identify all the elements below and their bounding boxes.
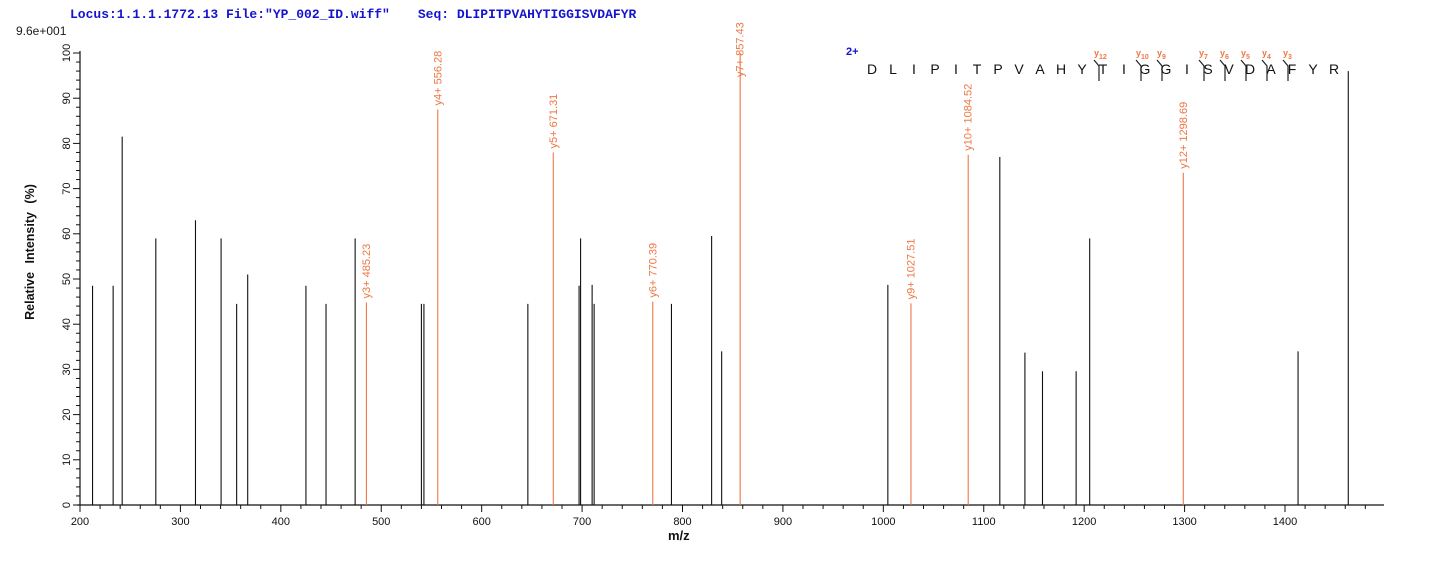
residue: F	[1287, 61, 1297, 77]
fragment-bracket-icon	[1282, 59, 1289, 81]
y-tick-label: 20	[61, 408, 73, 420]
fragment-bracket-icon	[1219, 59, 1226, 81]
x-tick-label: 600	[472, 516, 490, 528]
residue: G	[1139, 61, 1151, 77]
residue: A	[1266, 61, 1276, 77]
y-tick-label: 40	[61, 318, 73, 330]
peak-label: y4+ 556.28	[432, 51, 444, 106]
y-tick-label: 50	[61, 273, 73, 285]
residue: I	[954, 61, 958, 77]
residue: P	[993, 61, 1003, 77]
residue: H	[1055, 61, 1067, 77]
peak-label: y7+ 857.43	[735, 22, 747, 77]
fragment-ion-label: y6	[1220, 48, 1229, 61]
peak-label: y6+ 770.39	[647, 243, 659, 298]
x-tick-label: 1400	[1273, 516, 1297, 528]
fragment-ion-label: y3	[1283, 48, 1292, 61]
x-axis-title: m/z	[668, 528, 690, 543]
x-tick-label: 1100	[972, 516, 996, 528]
y-tick-label: 60	[61, 228, 73, 240]
x-tick-label: 1200	[1072, 516, 1096, 528]
y-tick-label: 30	[61, 363, 73, 375]
residue: I	[1185, 61, 1189, 77]
peak-label: y5+ 671.31	[548, 94, 560, 149]
residue: I	[1122, 61, 1126, 77]
header: Locus:1.1.1.1772.13 File:"YP_002_ID.wiff…	[70, 7, 636, 22]
x-tick-label: 500	[372, 516, 390, 528]
residue: D	[1244, 61, 1256, 77]
fragment-bracket-icon	[1135, 59, 1142, 81]
y-tick-label: 0	[61, 502, 73, 508]
y-tick-label: 70	[61, 182, 73, 194]
residue: D	[866, 61, 878, 77]
residue: A	[1035, 61, 1045, 77]
residue: Y	[1308, 61, 1318, 77]
residue: R	[1328, 61, 1340, 77]
fragment-ion-label: y7	[1199, 48, 1208, 61]
residue: V	[1014, 61, 1024, 77]
peak-label: y3+ 485.23	[361, 244, 373, 299]
x-tick-label: 700	[573, 516, 591, 528]
residue: P	[930, 61, 940, 77]
y-tick-label: 90	[61, 92, 73, 104]
x-tick-label: 800	[673, 516, 691, 528]
residue: Y	[1077, 61, 1087, 77]
fragment-bracket-icon	[1156, 59, 1163, 81]
peak-label: y12+ 1298.69	[1178, 102, 1190, 169]
residue: I	[912, 61, 916, 77]
residue: T	[972, 61, 982, 77]
fragment-ion-label: y10	[1136, 48, 1149, 61]
y-tick-label: 80	[61, 137, 73, 149]
x-tick-label: 300	[171, 516, 189, 528]
axes	[77, 51, 1384, 506]
peak-label: y10+ 1084.52	[963, 84, 975, 151]
axis-ticks	[73, 52, 1366, 512]
fragment-bracket-icon	[1261, 59, 1268, 81]
residue: V	[1224, 61, 1234, 77]
max-intensity-label: 9.6e+001	[16, 24, 67, 38]
x-tick-label: 200	[71, 516, 89, 528]
fragment-ion-label: y9	[1157, 48, 1166, 61]
peak-label: y9+ 1027.51	[905, 239, 917, 300]
charge-state-label: 2+	[846, 46, 859, 58]
header-locus-file: Locus:1.1.1.1772.13 File:"YP_002_ID.wiff…	[70, 7, 390, 22]
x-tick-label: 900	[774, 516, 792, 528]
fragment-bracket-icon	[1093, 59, 1100, 81]
header-sequence: Seq: DLIPITPVAHYTIGGISVDAFYR	[417, 7, 637, 22]
residue: G	[1160, 61, 1172, 77]
tick-labels: 200 300 400 500 600 700 800 900 1000 1100 1200 1300…	[61, 44, 1297, 528]
x-tick-label: 1300	[1172, 516, 1196, 528]
fragment-ion-label: y12	[1094, 48, 1107, 61]
y-tick-label: 10	[61, 454, 73, 466]
residue: T	[1098, 61, 1108, 77]
residue: S	[1203, 61, 1213, 77]
peak-labels: y3+ 485.23 y4+ 556.28 y5+ 671.31 y6+ 770.39…	[361, 22, 1190, 299]
peaks	[92, 53, 1349, 505]
fragment-bracket-icon	[1240, 59, 1247, 81]
fragment-ion-label: y5	[1241, 48, 1250, 61]
residue: L	[889, 61, 897, 77]
x-tick-label: 1000	[871, 516, 895, 528]
fragment-bracket-icon	[1198, 59, 1205, 81]
fragment-ion-label: y4	[1262, 48, 1271, 61]
y-tick-label: 100	[61, 44, 73, 62]
x-tick-label: 400	[272, 516, 290, 528]
